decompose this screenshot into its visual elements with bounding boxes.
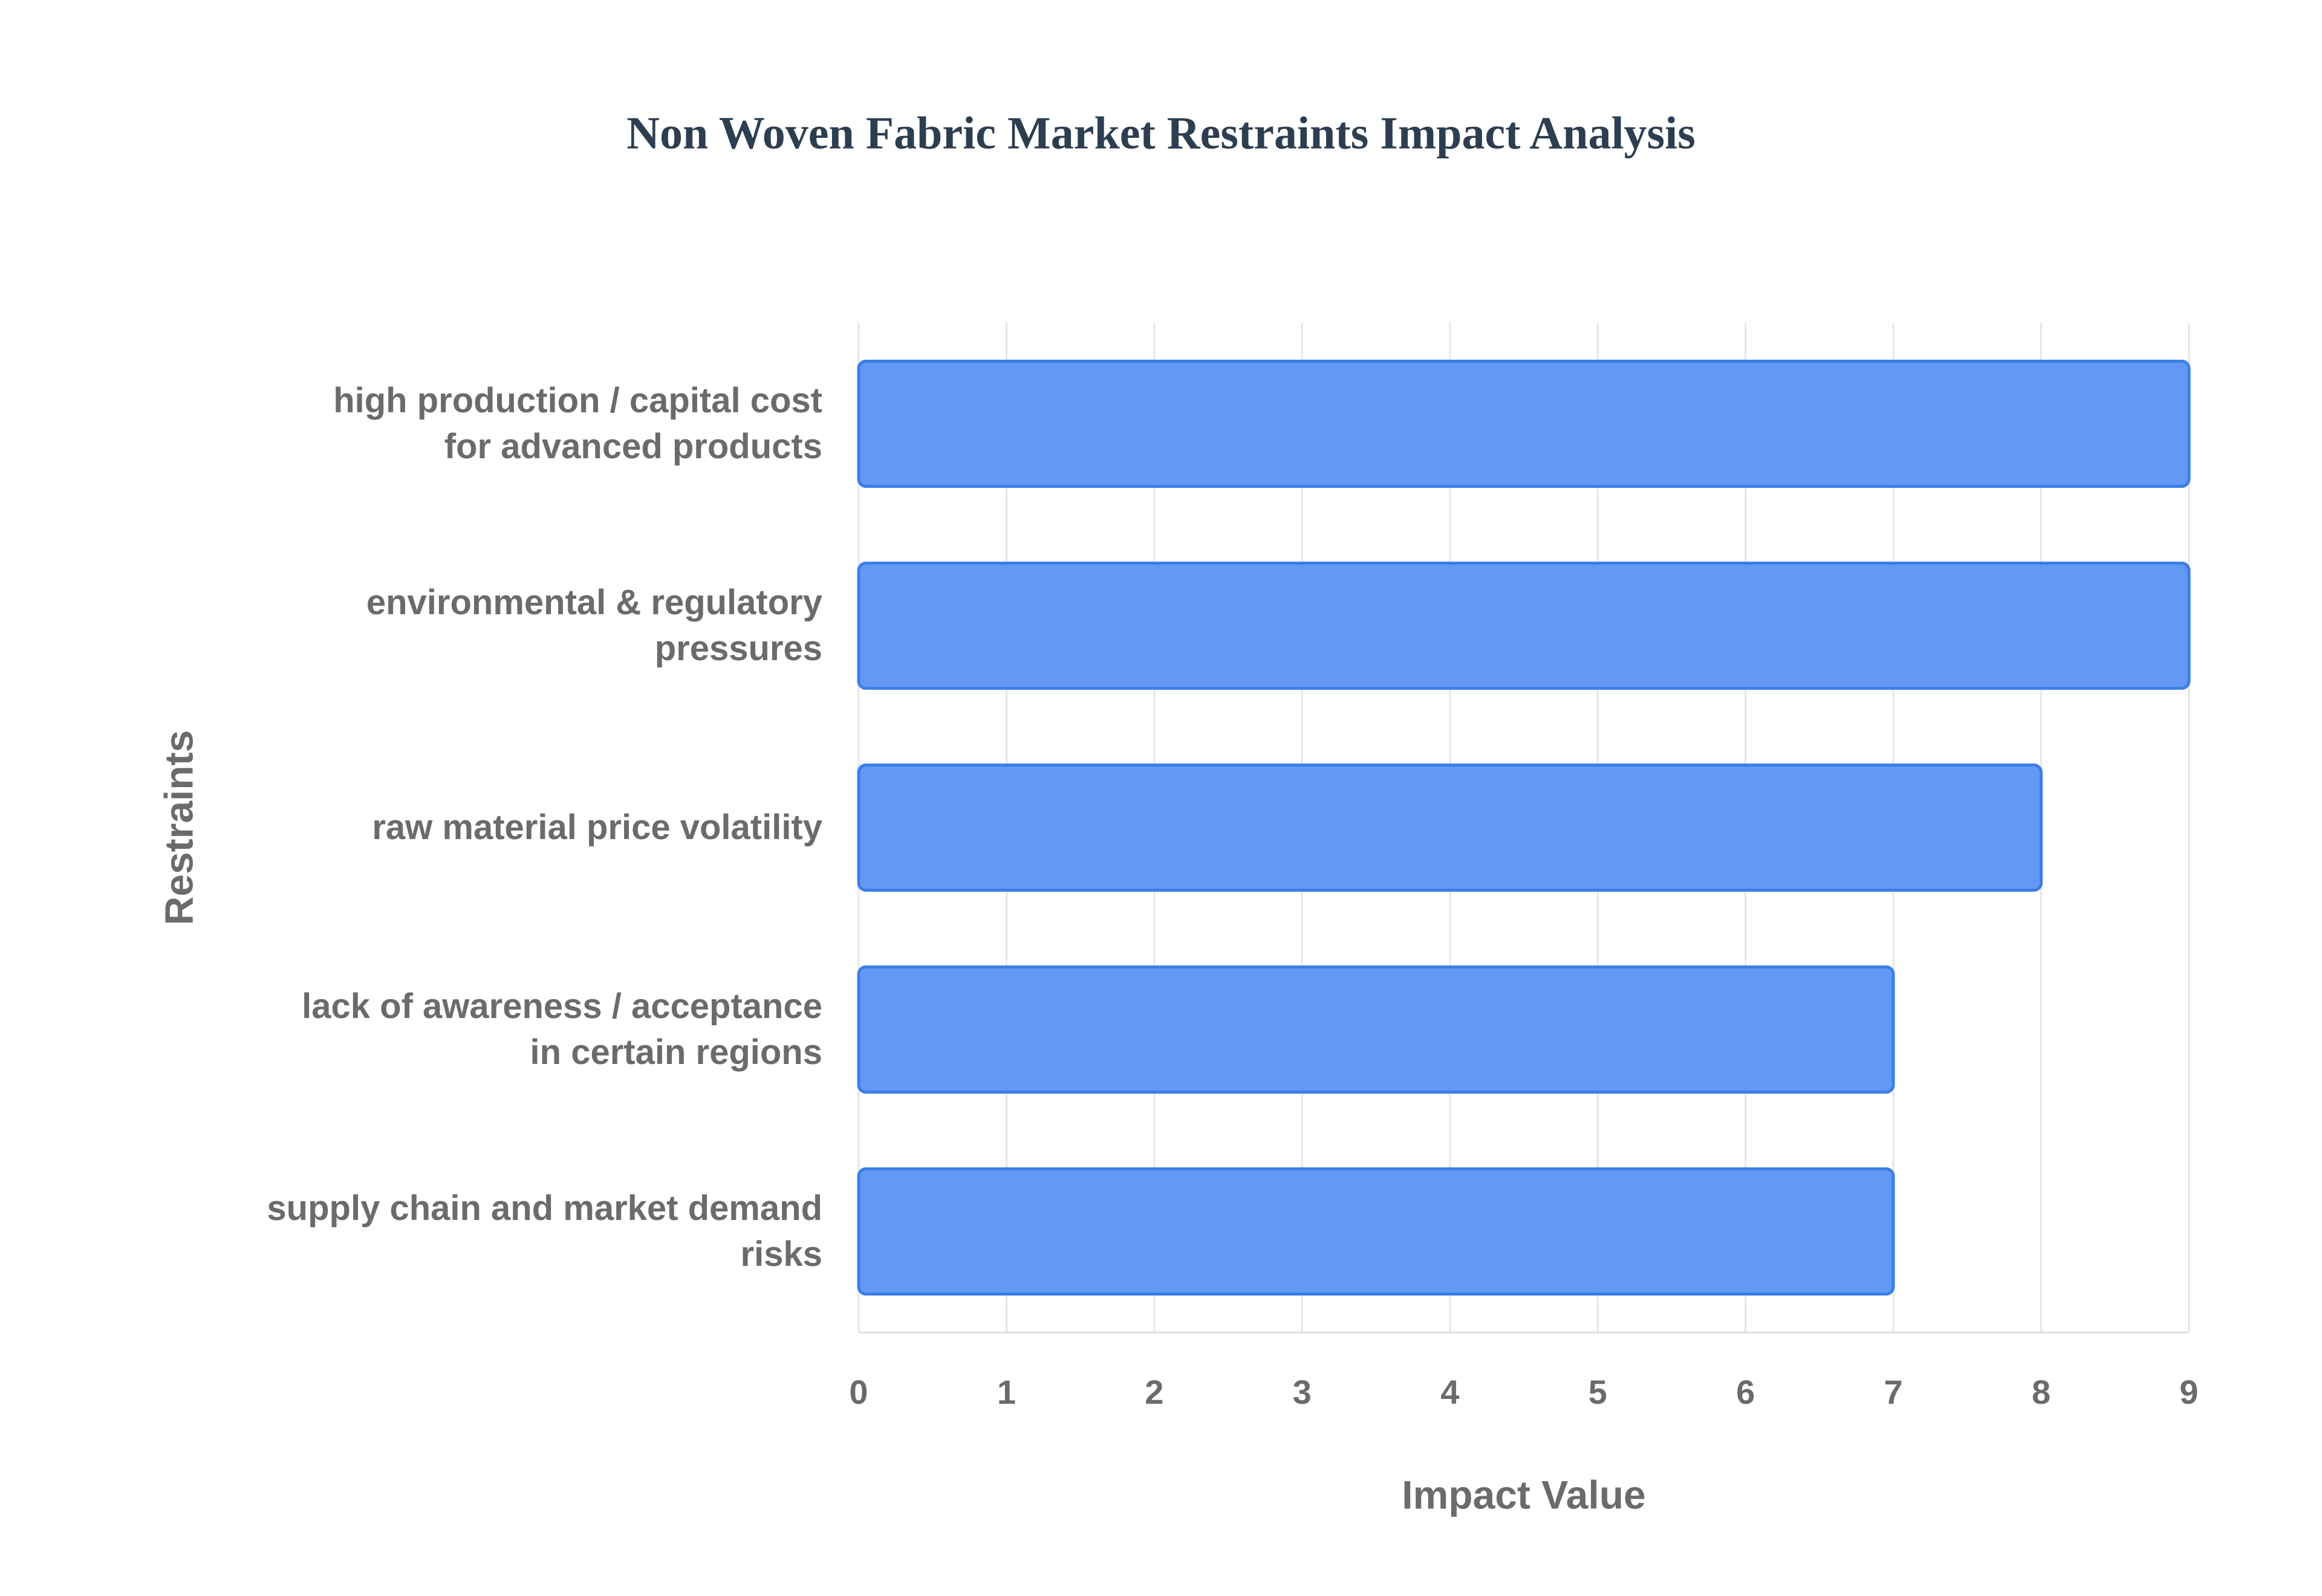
y-tick-label: supply chain and market demand risks: [267, 1189, 822, 1274]
x-axis-title: Impact Value: [1402, 1472, 1646, 1517]
y-tick-label: high production / capital cost for advan…: [333, 381, 822, 466]
x-tick-label: 8: [2032, 1373, 2050, 1411]
y-tick-label: lack of awareness / acceptance in certai…: [302, 987, 822, 1072]
y-axis-title: Restraints: [156, 730, 201, 926]
x-tick-label: 1: [997, 1373, 1016, 1411]
x-tick-label: 6: [1736, 1373, 1755, 1411]
bar: [857, 763, 2043, 892]
x-tick-label: 2: [1145, 1373, 1163, 1411]
chart-title: Non Woven Fabric Market Restraints Impac…: [626, 108, 1696, 158]
x-tick-label: 7: [1884, 1373, 1903, 1411]
y-tick-label: environmental & regulatory pressures: [366, 583, 822, 668]
bar: [857, 965, 1895, 1094]
y-tick-label: raw material price volatility: [372, 808, 822, 847]
bar: [857, 1167, 1895, 1296]
x-tick-label: 9: [2179, 1373, 2198, 1411]
bar: [857, 561, 2191, 690]
x-tick-label: 0: [849, 1373, 868, 1411]
x-tick-label: 4: [1440, 1373, 1459, 1411]
bar: [857, 359, 2191, 488]
x-tick-label: 3: [1293, 1373, 1312, 1411]
x-tick-label: 5: [1589, 1373, 1607, 1411]
